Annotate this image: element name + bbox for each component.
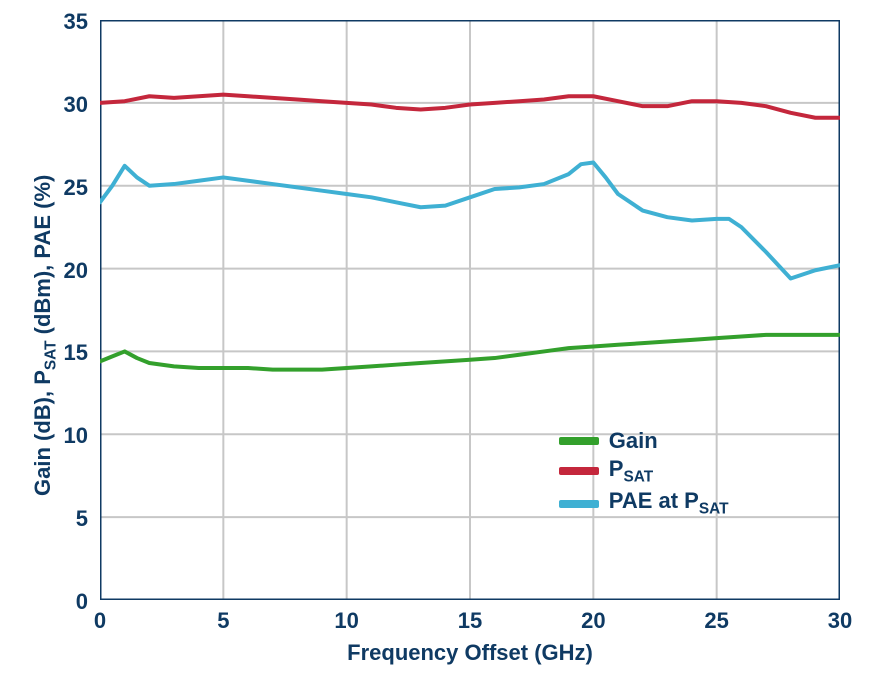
legend-label-text: Gain <box>609 428 658 453</box>
y-tick-label: 15 <box>64 340 88 366</box>
legend: GainPSATPAE at PSAT <box>559 426 729 521</box>
x-tick-label: 25 <box>704 608 728 634</box>
x-tick-label: 10 <box>334 608 358 634</box>
y-tick-label: 20 <box>64 258 88 284</box>
y-tick-label: 30 <box>64 92 88 118</box>
x-tick-label: 0 <box>94 608 106 634</box>
legend-label-sub: SAT <box>623 468 653 485</box>
y-axis-label-p1: Gain (dB), P <box>30 370 55 496</box>
y-axis-label: Gain (dB), PSAT (dBm), PAE (%) <box>30 174 60 495</box>
x-axis-label-text: Frequency Offset (GHz) <box>347 640 593 665</box>
legend-label-text: PAE at P <box>609 488 699 513</box>
y-tick-label: 5 <box>76 506 88 532</box>
legend-item-pae: PAE at PSAT <box>559 488 729 518</box>
legend-label-sub: SAT <box>699 501 729 518</box>
legend-item-gain: Gain <box>559 428 729 454</box>
y-axis-label-sub: SAT <box>42 340 59 370</box>
plot-area <box>100 20 840 600</box>
legend-label-text: P <box>609 456 624 481</box>
legend-label-gain: Gain <box>609 428 658 454</box>
legend-swatch-gain <box>559 437 599 445</box>
legend-swatch-pae <box>559 500 599 508</box>
x-tick-label: 30 <box>828 608 852 634</box>
y-axis-label-p2: (dBm), PAE (%) <box>30 174 55 340</box>
plot-svg <box>100 20 840 600</box>
x-tick-label: 5 <box>217 608 229 634</box>
legend-swatch-psat <box>559 467 599 475</box>
legend-item-psat: PSAT <box>559 456 729 486</box>
x-axis-label: Frequency Offset (GHz) <box>347 640 593 666</box>
legend-label-psat: PSAT <box>609 456 653 486</box>
line-chart: Gain (dB), PSAT (dBm), PAE (%) Frequency… <box>0 0 874 696</box>
y-tick-label: 0 <box>76 589 88 615</box>
x-tick-label: 20 <box>581 608 605 634</box>
legend-label-pae: PAE at PSAT <box>609 488 729 518</box>
y-tick-label: 10 <box>64 423 88 449</box>
y-tick-label: 35 <box>64 9 88 35</box>
x-tick-label: 15 <box>458 608 482 634</box>
y-tick-label: 25 <box>64 175 88 201</box>
